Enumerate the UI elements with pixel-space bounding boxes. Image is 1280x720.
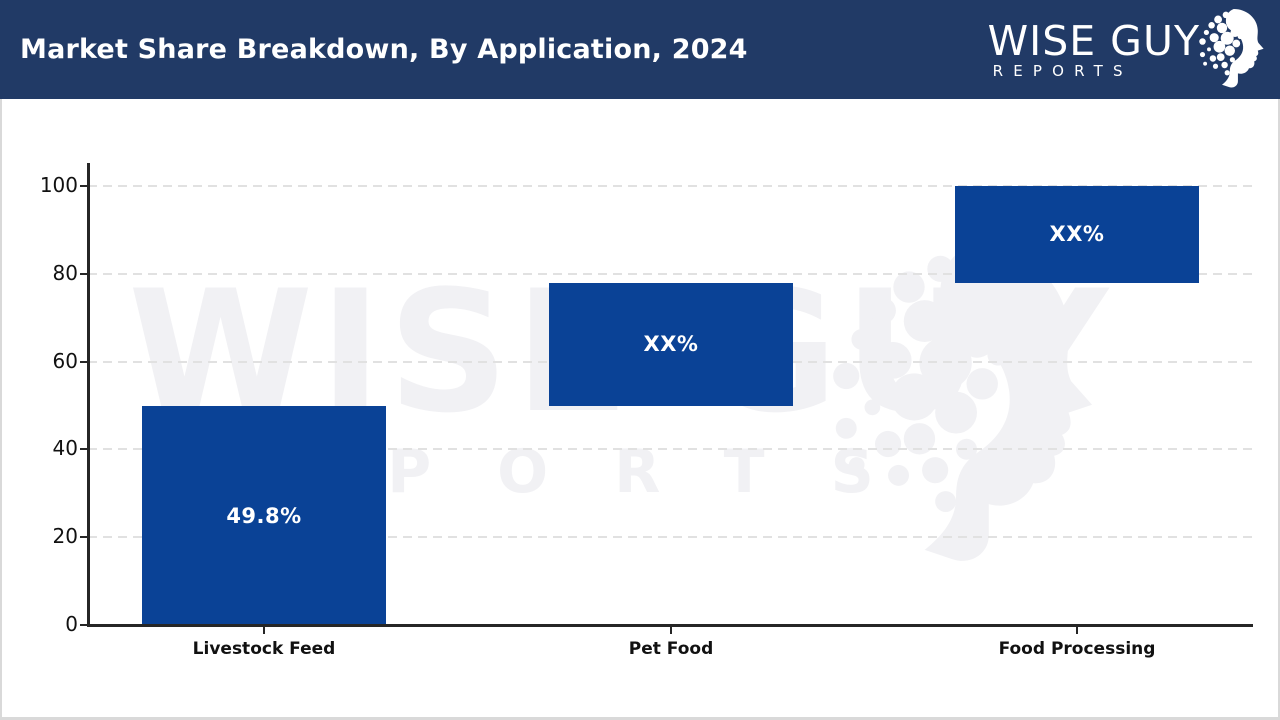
x-axis-category-label: Livestock Feed xyxy=(104,639,424,659)
bar-value-label: XX% xyxy=(644,332,699,356)
y-axis-line xyxy=(87,163,90,627)
y-axis-tick-label: 40 xyxy=(26,436,78,460)
waterfall-chart: 0 20 40 60 80 100 49.8% XX% XX% Livestock Feed Pet… xyxy=(0,99,1280,720)
logo-wordmark: WISE GUY xyxy=(988,20,1200,63)
wiseguy-logo: WISE GUY REPORTS xyxy=(988,5,1274,95)
header-bar: Market Share Breakdown, By Application, … xyxy=(0,0,1280,99)
waterfall-bar: 49.8% xyxy=(142,406,386,625)
x-axis-category-label: Food Processing xyxy=(917,639,1237,659)
y-axis-tick-label: 80 xyxy=(26,261,78,285)
wiseguy-logo-text: WISE GUY REPORTS xyxy=(988,20,1200,80)
page-title: Market Share Breakdown, By Application, … xyxy=(0,34,748,65)
waterfall-bar: XX% xyxy=(549,283,793,407)
y-axis-tick-label: 60 xyxy=(26,349,78,373)
x-axis-category-label: Pet Food xyxy=(511,639,831,659)
y-axis-tick-label: 0 xyxy=(26,612,78,636)
bar-value-label: 49.8% xyxy=(226,504,301,528)
y-axis-tick-label: 20 xyxy=(26,524,78,548)
y-axis-tick-label: 100 xyxy=(26,173,78,197)
x-axis-line xyxy=(87,624,1253,627)
logo-subtext: REPORTS xyxy=(988,62,1133,80)
bar-value-label: XX% xyxy=(1050,222,1105,246)
wiseguy-face-icon xyxy=(1196,7,1274,93)
waterfall-bar: XX% xyxy=(955,186,1199,283)
